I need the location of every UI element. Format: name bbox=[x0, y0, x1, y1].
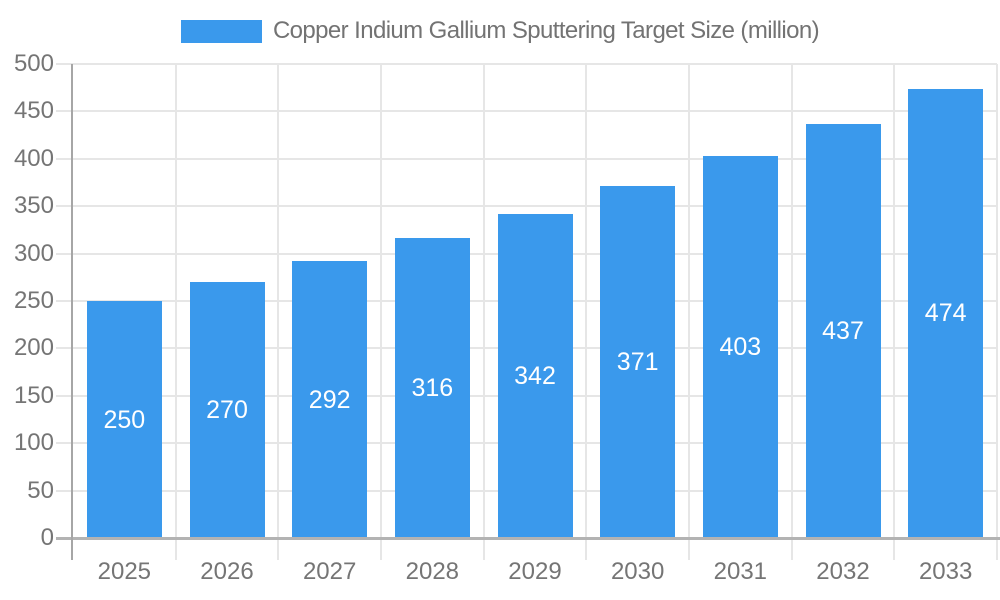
x-axis-tick-label: 2032 bbox=[816, 558, 870, 585]
bar-value-label: 292 bbox=[308, 385, 351, 414]
x-axis-tick-label: 2025 bbox=[97, 558, 152, 585]
bar bbox=[702, 155, 778, 538]
x-axis-tick bbox=[893, 540, 896, 560]
bar-value-label: 342 bbox=[514, 361, 556, 390]
x-axis-tick bbox=[996, 540, 998, 560]
chart-legend: Copper Indium Gallium Sputtering Target … bbox=[0, 17, 1000, 45]
y-axis-tick-label: 50 bbox=[27, 476, 54, 504]
x-gridline bbox=[996, 64, 998, 538]
bar-value-label: 316 bbox=[411, 374, 454, 403]
y-axis-tick-label: 0 bbox=[40, 524, 54, 551]
bar bbox=[394, 238, 470, 538]
bar-value-label: 371 bbox=[616, 348, 659, 377]
bar-value-label: 437 bbox=[822, 316, 864, 345]
y-axis-tick-label: 250 bbox=[13, 287, 54, 314]
x-axis-tick bbox=[277, 540, 280, 560]
y-gridline bbox=[56, 205, 997, 208]
legend-swatch-icon bbox=[180, 19, 262, 43]
y-axis-tick-label: 400 bbox=[13, 144, 54, 172]
x-gridline bbox=[174, 64, 177, 538]
x-gridline bbox=[277, 64, 280, 538]
y-axis-tick-label: 300 bbox=[13, 239, 54, 267]
y-axis-tick-label: 500 bbox=[13, 50, 54, 77]
y-gridline bbox=[56, 63, 997, 65]
x-gridline bbox=[482, 64, 485, 538]
x-axis-tick bbox=[790, 540, 793, 560]
y-gridline bbox=[56, 157, 997, 160]
x-gridline bbox=[585, 64, 588, 538]
bar-value-label: 250 bbox=[103, 405, 146, 434]
x-gridline bbox=[893, 64, 896, 538]
x-axis-tick-label: 2029 bbox=[508, 558, 562, 585]
x-axis-tick-label: 2033 bbox=[918, 558, 973, 585]
y-axis-tick-label: 150 bbox=[13, 381, 54, 409]
x-axis-tick bbox=[380, 540, 382, 560]
x-axis-tick bbox=[174, 540, 177, 560]
x-axis-tick-label: 2027 bbox=[302, 558, 357, 585]
bar bbox=[497, 213, 573, 538]
bar bbox=[908, 88, 984, 538]
x-axis-tick bbox=[688, 540, 690, 560]
x-gridline bbox=[790, 64, 793, 538]
x-axis-tick bbox=[585, 540, 588, 560]
x-axis-tick bbox=[482, 540, 485, 560]
bar bbox=[86, 301, 162, 538]
y-gridline bbox=[56, 110, 997, 113]
x-axis-line bbox=[56, 537, 1000, 540]
legend-series-label: Copper Indium Gallium Sputtering Target … bbox=[272, 17, 820, 44]
bar bbox=[292, 261, 368, 538]
x-gridline bbox=[380, 64, 382, 538]
x-axis-tick-label: 2030 bbox=[610, 558, 665, 585]
x-axis-tick-label: 2026 bbox=[200, 558, 254, 585]
y-axis-tick-label: 100 bbox=[13, 429, 54, 457]
x-gridline bbox=[688, 64, 690, 538]
y-axis-tick-label: 450 bbox=[13, 97, 54, 125]
x-axis-tick-label: 2031 bbox=[713, 558, 768, 585]
bar bbox=[600, 186, 676, 538]
bar-value-label: 474 bbox=[924, 299, 967, 328]
bar-value-label: 270 bbox=[206, 396, 248, 425]
y-axis-line bbox=[71, 64, 73, 560]
y-axis-tick-label: 200 bbox=[13, 334, 54, 362]
bar bbox=[189, 282, 265, 538]
y-axis-tick-label: 350 bbox=[13, 192, 54, 220]
bar bbox=[805, 123, 881, 538]
x-axis-tick-label: 2028 bbox=[405, 558, 460, 585]
bar-value-label: 403 bbox=[719, 332, 762, 361]
